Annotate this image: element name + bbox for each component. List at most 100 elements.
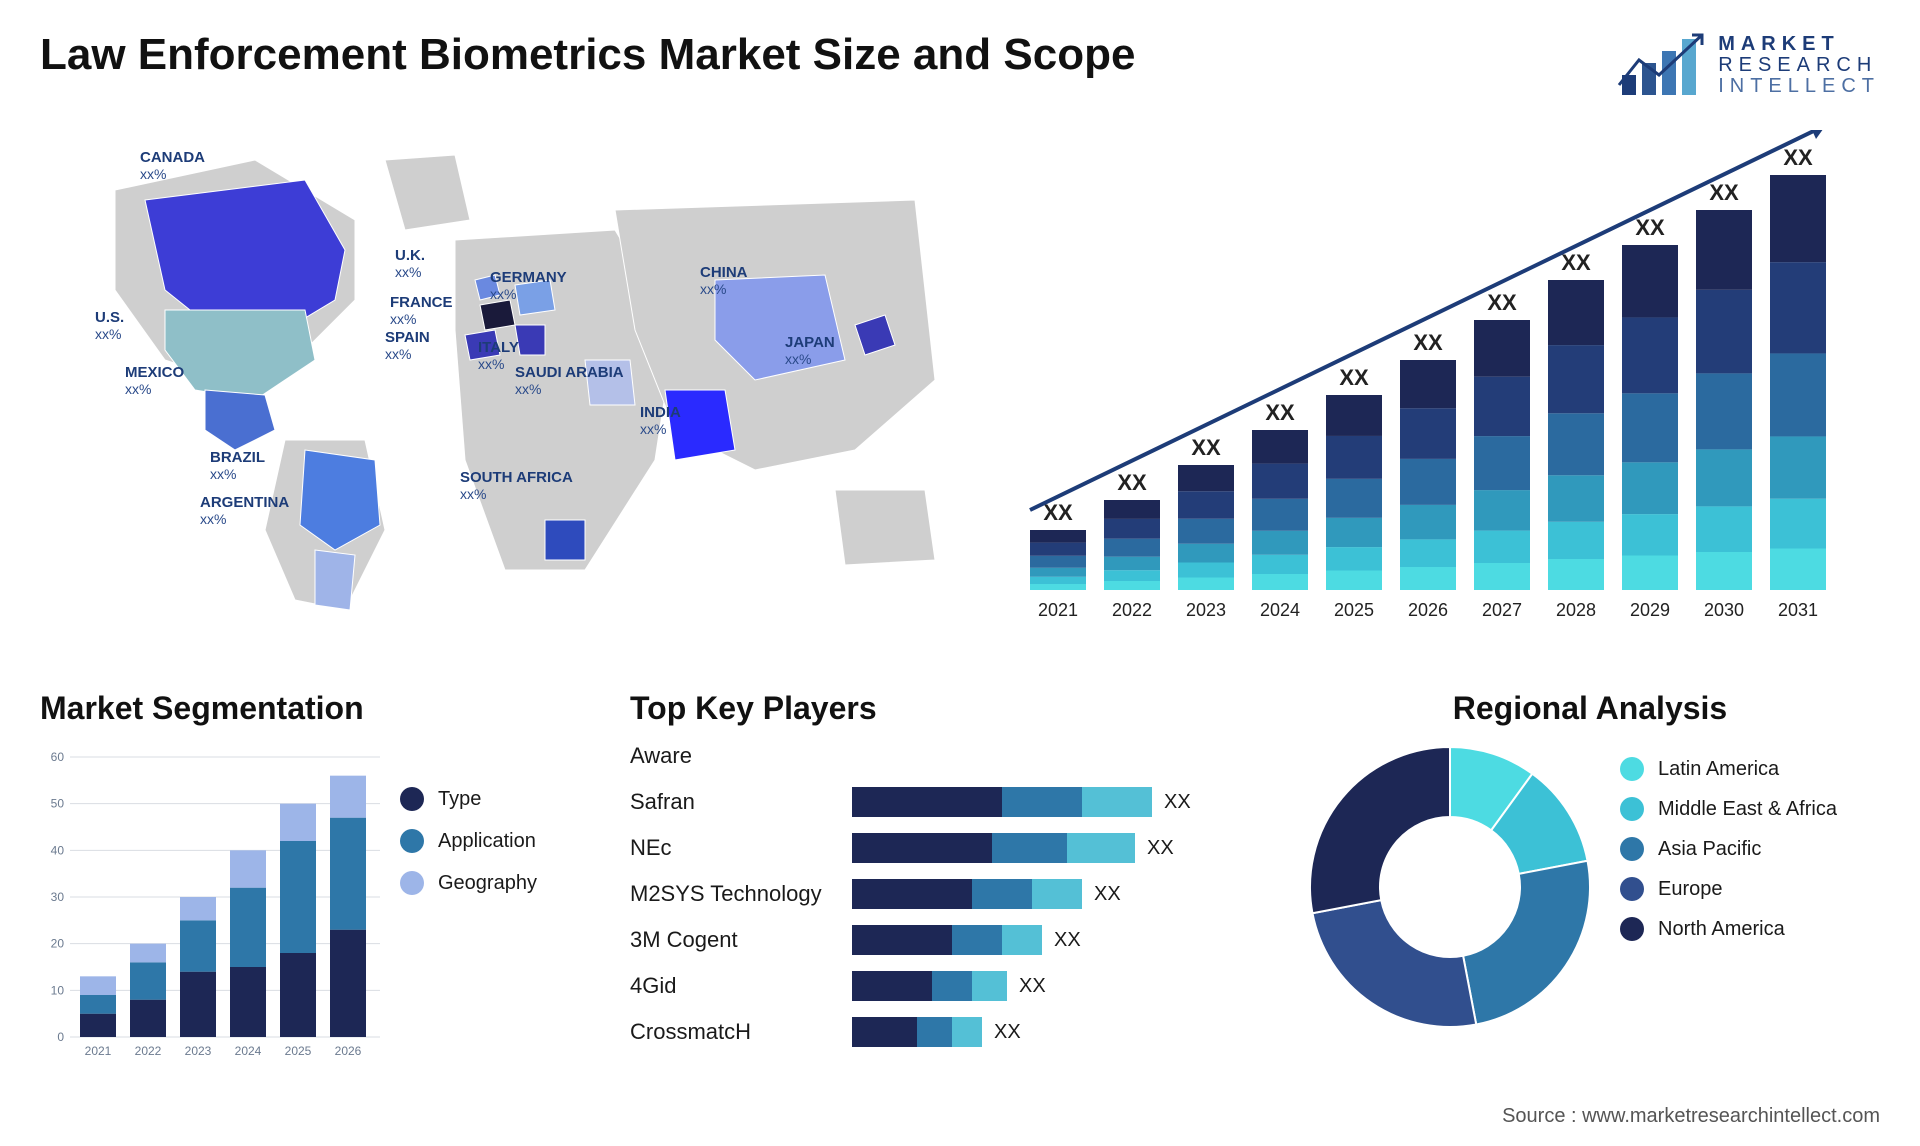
map-label: SPAINxx%	[385, 330, 430, 362]
svg-text:2021: 2021	[1038, 600, 1078, 620]
players-panel: Top Key Players Aware Safran XX NEc XX M2SYS …	[630, 690, 1270, 1090]
forecast-chart: 2021 XX 2022 XX 2023 XX 2024 XX 2025 XX 2026 XX 2027…	[1010, 130, 1880, 650]
map-label: SOUTH AFRICAxx%	[460, 470, 573, 502]
regional-donut	[1300, 737, 1600, 1037]
player-bar	[852, 741, 1270, 771]
svg-text:2022: 2022	[1112, 600, 1152, 620]
player-value: XX	[1019, 975, 1046, 998]
header: Law Enforcement Biometrics Market Size a…	[40, 30, 1880, 100]
players-title: Top Key Players	[630, 690, 1270, 727]
player-row: Safran XX	[630, 783, 1270, 821]
player-value: XX	[1094, 883, 1121, 906]
svg-text:XX: XX	[1117, 470, 1147, 495]
svg-text:2029: 2029	[1630, 600, 1670, 620]
player-bar: XX	[852, 879, 1270, 909]
player-name: CrossmatcH	[630, 1019, 840, 1045]
logo-icon	[1614, 30, 1704, 100]
svg-text:XX: XX	[1783, 145, 1813, 170]
legend-item: Asia Pacific	[1620, 837, 1837, 861]
source-text: Source : www.marketresearchintellect.com	[1502, 1105, 1880, 1128]
svg-text:XX: XX	[1339, 365, 1369, 390]
player-name: 3M Cogent	[630, 927, 840, 953]
map-label: U.K.xx%	[395, 248, 425, 280]
regional-title: Regional Analysis	[1300, 690, 1880, 727]
player-name: Aware	[630, 743, 840, 769]
svg-text:XX: XX	[1265, 400, 1295, 425]
player-row: 3M Cogent XX	[630, 921, 1270, 959]
players-list: AwareSafranXXNEcXXM2SYS TechnologyXX3M C…	[630, 737, 1270, 1051]
legend-item: Middle East & Africa	[1620, 797, 1837, 821]
player-name: NEc	[630, 835, 840, 861]
svg-text:2022: 2022	[135, 1044, 162, 1058]
player-value: XX	[994, 1021, 1021, 1044]
map-label: MEXICOxx%	[125, 365, 184, 397]
svg-text:2026: 2026	[335, 1044, 362, 1058]
map-label: JAPANxx%	[785, 335, 835, 367]
player-name: M2SYS Technology	[630, 881, 840, 907]
map-label: U.S.xx%	[95, 310, 124, 342]
player-row: 4Gid XX	[630, 967, 1270, 1005]
player-value: XX	[1054, 929, 1081, 952]
svg-text:2025: 2025	[285, 1044, 312, 1058]
map-label: CHINAxx%	[700, 265, 748, 297]
legend-item: Geography	[400, 871, 537, 895]
player-bar: XX	[852, 833, 1270, 863]
svg-text:10: 10	[51, 983, 65, 997]
svg-text:2023: 2023	[185, 1044, 212, 1058]
map-label: BRAZILxx%	[210, 450, 265, 482]
map-label: SAUDI ARABIAxx%	[515, 365, 624, 397]
svg-text:XX: XX	[1413, 330, 1443, 355]
legend-item: Latin America	[1620, 757, 1837, 781]
svg-text:XX: XX	[1635, 215, 1665, 240]
page-title: Law Enforcement Biometrics Market Size a…	[40, 30, 1135, 80]
svg-text:2025: 2025	[1334, 600, 1374, 620]
legend-item: Europe	[1620, 877, 1837, 901]
player-name: 4Gid	[630, 973, 840, 999]
svg-text:0: 0	[57, 1030, 64, 1044]
svg-text:20: 20	[51, 937, 65, 951]
svg-text:2028: 2028	[1556, 600, 1596, 620]
svg-text:XX: XX	[1561, 250, 1591, 275]
segmentation-legend: Type Application Geography	[400, 737, 537, 1067]
svg-text:2027: 2027	[1482, 600, 1522, 620]
bottom-row: Market Segmentation 0 10 20 30 40 50 60 2021 202…	[40, 690, 1880, 1090]
svg-text:2031: 2031	[1778, 600, 1818, 620]
svg-text:30: 30	[51, 890, 65, 904]
player-row: CrossmatcH XX	[630, 1013, 1270, 1051]
segmentation-title: Market Segmentation	[40, 690, 600, 727]
map-label: FRANCExx%	[390, 295, 453, 327]
svg-text:40: 40	[51, 843, 65, 857]
svg-text:2023: 2023	[1186, 600, 1226, 620]
world-map-panel: CANADAxx% U.S.xx%MEXICOxx% BRAZILxx% ARGENT…	[40, 130, 970, 650]
svg-text:2030: 2030	[1704, 600, 1744, 620]
svg-text:2026: 2026	[1408, 600, 1448, 620]
map-label: CANADAxx%	[140, 150, 205, 182]
svg-text:50: 50	[51, 797, 65, 811]
segmentation-panel: Market Segmentation 0 10 20 30 40 50 60 2021 202…	[40, 690, 600, 1090]
svg-text:2021: 2021	[85, 1044, 112, 1058]
player-bar: XX	[852, 1017, 1270, 1047]
map-label: ARGENTINAxx%	[200, 495, 289, 527]
svg-text:XX: XX	[1191, 435, 1221, 460]
svg-text:2024: 2024	[235, 1044, 262, 1058]
brand-logo: MARKET RESEARCH INTELLECT	[1614, 30, 1880, 100]
svg-text:2024: 2024	[1260, 600, 1300, 620]
map-label: INDIAxx%	[640, 405, 681, 437]
legend-item: Type	[400, 787, 537, 811]
segmentation-chart: 0 10 20 30 40 50 60 2021 2022 2023 2024 2025 2026	[40, 737, 380, 1067]
player-name: Safran	[630, 789, 840, 815]
player-bar: XX	[852, 971, 1270, 1001]
svg-text:XX: XX	[1709, 180, 1739, 205]
top-row: CANADAxx% U.S.xx%MEXICOxx% BRAZILxx% ARGENT…	[40, 130, 1880, 650]
legend-item: North America	[1620, 917, 1837, 941]
player-row: Aware	[630, 737, 1270, 775]
map-label: GERMANYxx%	[490, 270, 567, 302]
player-row: NEc XX	[630, 829, 1270, 867]
legend-item: Application	[400, 829, 537, 853]
svg-text:60: 60	[51, 750, 65, 764]
regional-panel: Regional Analysis Latin America Middle Ea…	[1300, 690, 1880, 1090]
player-bar: XX	[852, 787, 1270, 817]
player-value: XX	[1147, 837, 1174, 860]
svg-text:XX: XX	[1487, 290, 1517, 315]
logo-text: MARKET RESEARCH INTELLECT	[1718, 34, 1880, 97]
